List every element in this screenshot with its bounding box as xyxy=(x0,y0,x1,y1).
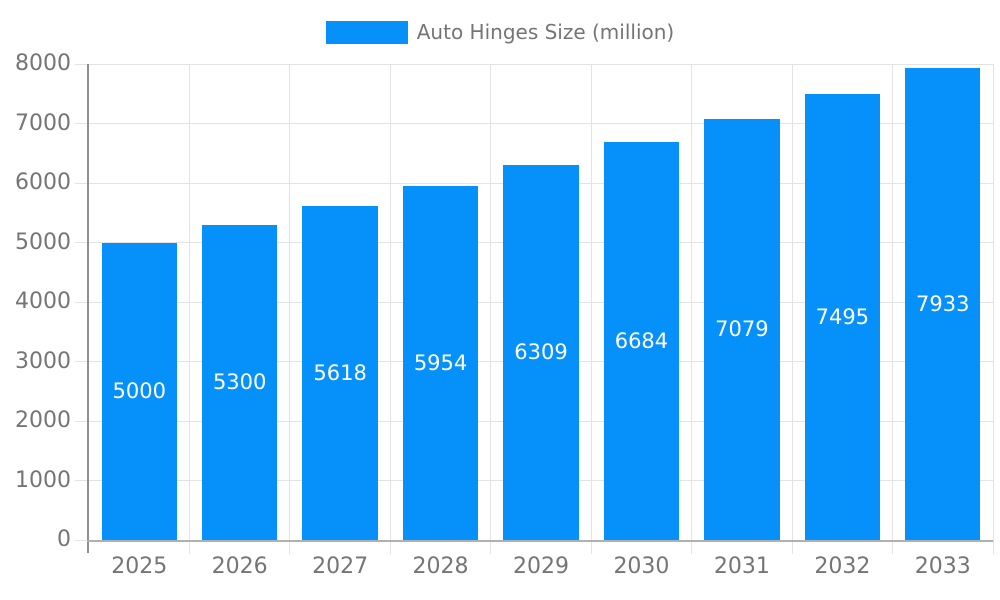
vertical-gridline xyxy=(590,64,592,554)
bar-value-label: 7933 xyxy=(916,292,970,316)
x-axis-tick-label: 2027 xyxy=(312,554,369,579)
y-axis-tick-label: 5000 xyxy=(15,229,71,255)
bar-value-label: 7079 xyxy=(715,317,769,342)
bar-value-label: 5954 xyxy=(413,350,468,375)
bar[interactable]: 5300 xyxy=(202,224,278,540)
y-axis-line xyxy=(87,64,89,553)
vertical-gridline xyxy=(188,64,190,554)
vertical-gridline xyxy=(389,64,391,554)
y-axis-tick-label: 7000 xyxy=(15,110,71,136)
y-axis-tick xyxy=(75,63,87,65)
vertical-gridline xyxy=(289,64,291,554)
bar[interactable]: 7495 xyxy=(804,94,880,540)
y-axis-tick-label: 4000 xyxy=(15,289,71,314)
y-axis-tick xyxy=(75,539,87,541)
y-axis-tick xyxy=(75,242,87,243)
bar[interactable]: 6309 xyxy=(503,164,579,540)
bar-value-label: 5618 xyxy=(313,360,367,385)
vertical-gridline xyxy=(892,64,894,554)
bar[interactable]: 7079 xyxy=(704,118,780,540)
y-axis-tick xyxy=(75,361,87,362)
x-axis-tick-label: 2033 xyxy=(914,554,971,579)
legend-swatch xyxy=(325,20,408,44)
legend-label: Auto Hinges Size (million) xyxy=(416,20,675,44)
y-axis-tick xyxy=(75,301,87,303)
x-axis-tick-label: 2025 xyxy=(111,554,168,579)
bar-value-label: 5000 xyxy=(112,379,166,404)
x-axis-tick-label: 2029 xyxy=(512,554,569,579)
x-axis-tick-label: 2030 xyxy=(613,554,670,579)
bar-value-label: 6684 xyxy=(614,329,669,354)
bar-value-label: 6309 xyxy=(514,340,568,365)
x-axis-tick-label: 2031 xyxy=(713,554,770,579)
x-axis-tick-label: 2028 xyxy=(412,554,469,579)
plot-area: 0 1000 2000 3000 4000 5000 6000 7000 8000 5000 202… xyxy=(15,51,994,579)
y-axis-tick-label: 3000 xyxy=(15,348,71,374)
x-axis-tick-label: 2026 xyxy=(211,554,268,579)
chart-legend[interactable]: Auto Hinges Size (million) xyxy=(0,20,1000,44)
vertical-gridline xyxy=(490,64,492,554)
y-axis-tick-label: 0 xyxy=(57,527,71,552)
bar[interactable]: 5954 xyxy=(402,185,479,540)
y-axis-tick xyxy=(75,123,87,124)
vertical-gridline xyxy=(791,64,793,554)
bar[interactable]: 5618 xyxy=(302,205,378,540)
bar-value-label: 7495 xyxy=(815,305,870,330)
y-axis-tick-label: 1000 xyxy=(15,467,71,493)
y-axis-tick-label: 6000 xyxy=(15,170,71,195)
vertical-gridline xyxy=(691,64,693,554)
bar[interactable]: 7933 xyxy=(905,68,981,540)
x-axis-tick-label: 2032 xyxy=(814,554,871,579)
y-axis-tick xyxy=(75,182,87,184)
bar[interactable]: 5000 xyxy=(101,242,177,540)
vertical-gridline xyxy=(992,64,994,554)
y-axis-tick-label: 2000 xyxy=(15,408,71,433)
horizontal-gridline xyxy=(89,123,993,124)
x-axis-line xyxy=(87,540,993,542)
bar-value-label: 5300 xyxy=(212,370,267,395)
y-axis-tick xyxy=(75,420,87,422)
bar[interactable]: 6684 xyxy=(603,142,680,540)
y-axis-tick-label: 8000 xyxy=(15,51,71,76)
y-axis-tick xyxy=(75,480,87,481)
horizontal-gridline xyxy=(89,63,993,65)
